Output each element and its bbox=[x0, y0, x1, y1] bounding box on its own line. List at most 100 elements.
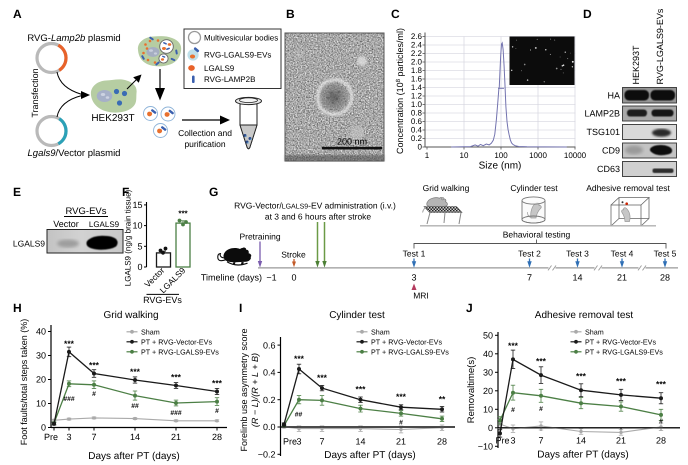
svg-text:10: 10 bbox=[132, 221, 142, 231]
svg-text:PT + RVG-Vector-EVs: PT + RVG-Vector-EVs bbox=[585, 338, 656, 347]
svg-text:E: E bbox=[13, 185, 21, 199]
svg-text:RVG-Vector/LGALS9-EV administr: RVG-Vector/LGALS9-EV administration (i.v… bbox=[234, 201, 396, 211]
svg-text:10000: 10000 bbox=[564, 151, 587, 160]
svg-text:PT + RVG-LGALS9-EVs: PT + RVG-LGALS9-EVs bbox=[371, 348, 449, 357]
svg-text:***: *** bbox=[64, 339, 75, 349]
svg-text:#: # bbox=[399, 420, 403, 427]
svg-text:Grid walking: Grid walking bbox=[423, 183, 470, 193]
svg-text:7: 7 bbox=[527, 273, 532, 283]
svg-text:G: G bbox=[209, 185, 218, 199]
svg-text:(R − L)/(R + L + B): (R − L)/(R + L + B) bbox=[250, 353, 260, 427]
svg-text:***: *** bbox=[317, 373, 328, 383]
svg-text:Test 3: Test 3 bbox=[566, 249, 589, 259]
svg-text:−1: −1 bbox=[266, 273, 276, 283]
svg-text:0: 0 bbox=[41, 423, 46, 433]
svg-text:###: ### bbox=[63, 396, 75, 403]
svg-text:RVG-EVs: RVG-EVs bbox=[143, 295, 182, 305]
svg-text:0.8: 0.8 bbox=[411, 109, 423, 118]
svg-text:Test 5: Test 5 bbox=[654, 249, 677, 259]
svg-text:0.6: 0.6 bbox=[263, 340, 276, 350]
svg-text:Vector: Vector bbox=[53, 219, 79, 229]
svg-text:−10: −10 bbox=[478, 442, 493, 452]
svg-text:0: 0 bbox=[137, 262, 142, 272]
svg-text:MRI: MRI bbox=[413, 291, 429, 301]
svg-text:Test 1: Test 1 bbox=[403, 249, 426, 259]
svg-text:Test 2: Test 2 bbox=[518, 249, 541, 259]
svg-text:2.4: 2.4 bbox=[411, 41, 423, 50]
svg-text:14: 14 bbox=[355, 437, 365, 447]
svg-text:1.8: 1.8 bbox=[411, 66, 423, 75]
svg-text:Adhesive removal test: Adhesive removal test bbox=[535, 310, 634, 321]
svg-text:14: 14 bbox=[572, 273, 582, 283]
svg-text:Cylinder test: Cylinder test bbox=[510, 183, 558, 193]
svg-text:Pretraining: Pretraining bbox=[239, 232, 280, 242]
svg-text:0: 0 bbox=[418, 143, 423, 152]
svg-text:***: *** bbox=[171, 372, 182, 382]
svg-text:***: *** bbox=[616, 376, 627, 386]
svg-text:40: 40 bbox=[36, 327, 46, 337]
svg-text:3: 3 bbox=[411, 273, 416, 283]
svg-text:***: *** bbox=[576, 371, 587, 381]
svg-text:***: *** bbox=[396, 392, 407, 402]
svg-text:Days after PT (days): Days after PT (days) bbox=[537, 450, 629, 461]
svg-text:Sham: Sham bbox=[371, 328, 390, 337]
svg-text:1000: 1000 bbox=[529, 151, 547, 160]
svg-text:PT + RVG-Vector-EVs: PT + RVG-Vector-EVs bbox=[141, 338, 212, 347]
svg-text:HA: HA bbox=[607, 90, 620, 100]
svg-text:#: # bbox=[539, 406, 543, 413]
svg-text:***: *** bbox=[656, 379, 667, 389]
svg-text:1.0: 1.0 bbox=[411, 100, 423, 109]
svg-text:10: 10 bbox=[483, 405, 493, 415]
svg-text:0.2: 0.2 bbox=[411, 134, 423, 143]
svg-text:7: 7 bbox=[319, 437, 324, 447]
svg-text:***: *** bbox=[130, 367, 141, 377]
svg-text:***: *** bbox=[356, 384, 367, 394]
svg-text:15: 15 bbox=[132, 200, 142, 210]
svg-text:1.4: 1.4 bbox=[411, 83, 423, 92]
svg-text:Behavioral testing: Behavioral testing bbox=[503, 230, 571, 240]
svg-text:50: 50 bbox=[483, 331, 493, 341]
svg-text:Foot faults/total steps taken: Foot faults/total steps taken (%) bbox=[19, 319, 29, 446]
svg-text:CD9: CD9 bbox=[602, 146, 620, 156]
svg-text:**: ** bbox=[439, 394, 446, 404]
svg-text:##: ## bbox=[131, 403, 139, 410]
svg-text:21: 21 bbox=[617, 273, 627, 283]
svg-text:21: 21 bbox=[616, 436, 626, 446]
svg-text:7: 7 bbox=[538, 436, 543, 446]
svg-text:***: *** bbox=[508, 340, 519, 350]
svg-text:***: *** bbox=[294, 353, 305, 363]
svg-text:I: I bbox=[239, 301, 242, 315]
svg-text:Sham: Sham bbox=[141, 328, 160, 337]
svg-text:***: *** bbox=[89, 360, 100, 370]
svg-text:LAMP2B: LAMP2B bbox=[584, 109, 620, 119]
svg-text:Forelimb use asymmetry score: Forelimb use asymmetry score bbox=[239, 328, 249, 451]
svg-text:Days after PT (days): Days after PT (days) bbox=[324, 450, 416, 461]
svg-text:###: ### bbox=[170, 410, 182, 417]
svg-text:0: 0 bbox=[291, 273, 296, 283]
svg-text:##: ## bbox=[295, 411, 303, 418]
svg-text:PT + RVG-Vector-EVs: PT + RVG-Vector-EVs bbox=[371, 338, 442, 347]
svg-text:Days after PT (days): Days after PT (days) bbox=[88, 451, 180, 462]
svg-text:1.6: 1.6 bbox=[411, 75, 423, 84]
svg-text:PT + RVG-LGALS9-EVs: PT + RVG-LGALS9-EVs bbox=[141, 348, 219, 357]
svg-text:C: C bbox=[391, 7, 400, 21]
svg-text:A: A bbox=[13, 7, 22, 21]
svg-text:#: # bbox=[659, 419, 663, 426]
svg-text:28: 28 bbox=[212, 432, 222, 442]
svg-text:LGALS9: LGALS9 bbox=[13, 239, 45, 249]
svg-text:30: 30 bbox=[36, 351, 46, 361]
svg-text:10: 10 bbox=[460, 151, 469, 160]
svg-text:5: 5 bbox=[137, 241, 142, 251]
svg-text:2.0: 2.0 bbox=[411, 58, 423, 67]
svg-text:RVG-LAMP2B: RVG-LAMP2B bbox=[204, 75, 255, 84]
svg-text:purification: purification bbox=[184, 139, 225, 149]
svg-text:LGALS9: LGALS9 bbox=[204, 64, 235, 73]
svg-text:28: 28 bbox=[660, 273, 670, 283]
svg-text:7: 7 bbox=[91, 432, 96, 442]
svg-text:***: *** bbox=[178, 209, 188, 218]
svg-text:1.2: 1.2 bbox=[411, 92, 423, 101]
svg-text:100: 100 bbox=[494, 151, 508, 160]
svg-text:CD63: CD63 bbox=[597, 164, 620, 174]
svg-text:RVG-Lamp2b plasmid: RVG-Lamp2b plasmid bbox=[27, 33, 120, 44]
svg-text:Stroke: Stroke bbox=[281, 250, 306, 260]
